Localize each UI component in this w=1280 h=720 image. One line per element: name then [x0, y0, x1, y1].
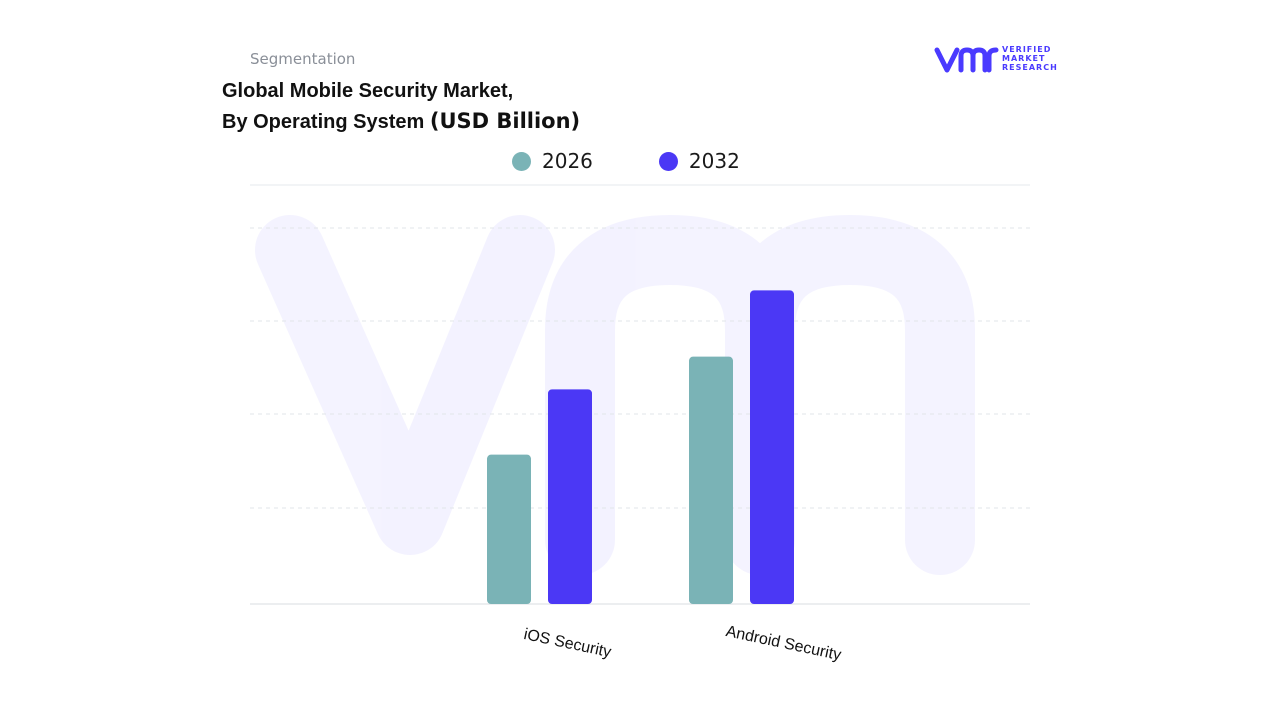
bar-ios-security-2026: [487, 454, 531, 604]
legend-item-2026: 2026: [512, 149, 593, 173]
chart-title-line-1: Global Mobile Security Market,: [222, 80, 514, 102]
x-tick-label: iOS Security: [522, 626, 613, 661]
legend-swatch-2026: [512, 151, 531, 171]
chart-title-unit: (USD Billion): [429, 109, 581, 133]
logo-wordmark: VERIFIED MARKET RESEARCH: [1002, 45, 1058, 72]
vmr-logo-icon: [934, 47, 999, 73]
chart-title: Global Mobile Security Market, By Operat…: [222, 76, 580, 137]
chart-legend: 2026 2032: [512, 146, 806, 176]
bar-android-security-2026: [689, 356, 733, 604]
bar-android-security-2032: [750, 290, 794, 604]
watermark-v-shape: [255, 215, 555, 555]
bar-ios-security-2032: [548, 389, 592, 604]
legend-item-2032: 2032: [658, 149, 740, 173]
logo-text-market: MARKET: [1002, 54, 1046, 63]
x-tick-label: Android Security: [724, 623, 842, 664]
chart-title-line-2: By Operating System: [222, 111, 430, 133]
segmentation-label: Segmentation: [250, 50, 356, 68]
logo-text-research: RESEARCH: [1002, 63, 1058, 72]
logo-text-verified: VERIFIED: [1002, 45, 1052, 54]
legend-label-2032: 2032: [688, 149, 740, 173]
legend-swatch-2032: [658, 151, 678, 171]
legend-label-2026: 2026: [542, 149, 593, 173]
watermark-logo-icon: [255, 214, 975, 575]
